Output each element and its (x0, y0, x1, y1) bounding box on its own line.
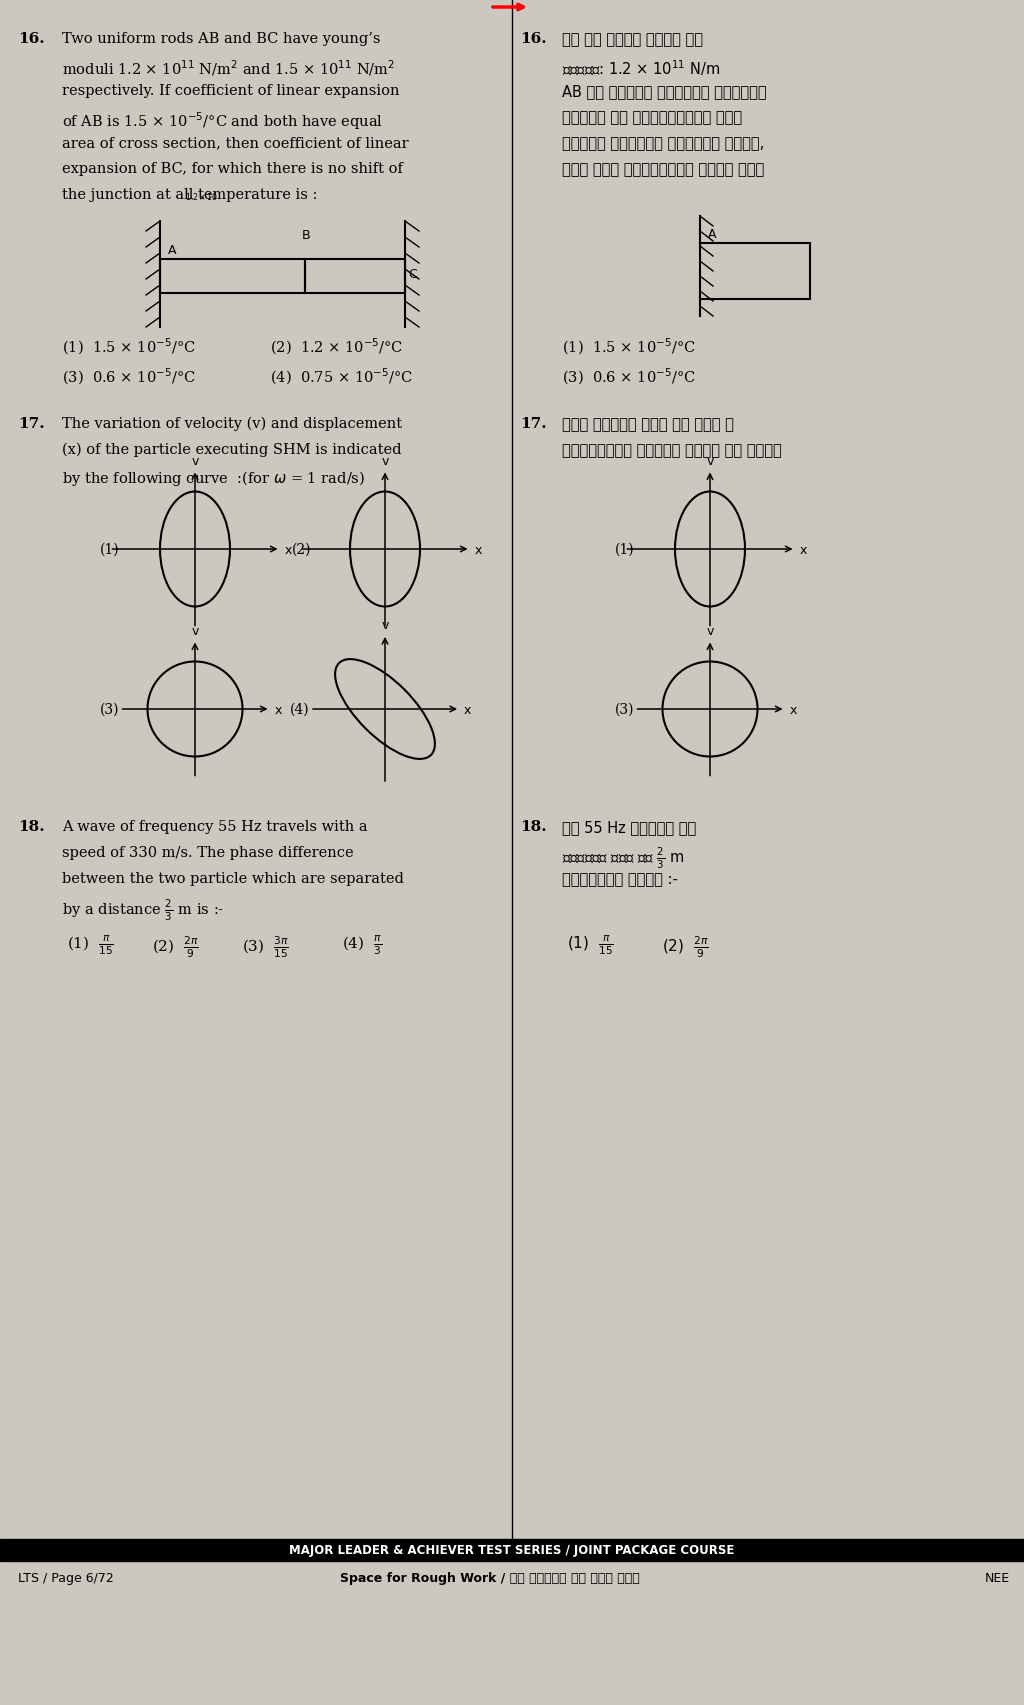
Text: 16.: 16. (520, 32, 547, 46)
Text: B: B (302, 228, 310, 242)
Text: 18.: 18. (520, 820, 547, 834)
Text: x: x (274, 702, 282, 716)
Text: respectively. If coefficient of linear expansion: respectively. If coefficient of linear e… (62, 84, 399, 97)
Text: (1)  $\frac{\pi}{15}$: (1) $\frac{\pi}{15}$ (67, 933, 114, 957)
Text: गतिशील है। तब $\frac{2}{3}$ m: गतिशील है। तब $\frac{2}{3}$ m (562, 846, 685, 871)
Text: v: v (381, 619, 389, 631)
Text: between the two particle which are separated: between the two particle which are separ… (62, 871, 403, 885)
Text: (3)  0.6 × 10$^{-5}$/°C: (3) 0.6 × 10$^{-5}$/°C (62, 367, 196, 387)
Text: 18.: 18. (18, 820, 45, 834)
Text: v: v (707, 454, 714, 467)
Text: expansion of BC, for which there is no shift of: expansion of BC, for which there is no s… (62, 162, 402, 176)
Text: छड़ों का अनुप्रस्थ काट: छड़ों का अनुप्रस्थ काट (562, 109, 742, 124)
Text: the junction at all temperature is :: the junction at all temperature is : (62, 188, 317, 201)
Text: (3)  $\frac{3\pi}{15}$: (3) $\frac{3\pi}{15}$ (242, 933, 289, 958)
Text: (3): (3) (615, 702, 635, 716)
Text: (4)  0.75 × 10$^{-5}$/°C: (4) 0.75 × 10$^{-5}$/°C (270, 367, 413, 387)
Text: 16.: 16. (18, 32, 45, 46)
Text: 17.: 17. (18, 416, 45, 431)
Text: (1)  1.5 × 10$^{-5}$/°C: (1) 1.5 × 10$^{-5}$/°C (562, 338, 695, 356)
Text: (1)  $\frac{\pi}{15}$: (1) $\frac{\pi}{15}$ (567, 933, 613, 957)
Text: (2)  1.2 × 10$^{-5}$/°C: (2) 1.2 × 10$^{-5}$/°C (270, 338, 403, 356)
Text: MAJOR LEADER & ACHIEVER TEST SERIES / JOINT PACKAGE COURSE: MAJOR LEADER & ACHIEVER TEST SERIES / JO… (290, 1543, 734, 1557)
Text: v: v (191, 454, 199, 467)
Text: (1): (1) (100, 542, 120, 556)
Text: (4)  $\frac{\pi}{3}$: (4) $\frac{\pi}{3}$ (342, 933, 382, 957)
Text: एक 55 Hz आवृति की: एक 55 Hz आवृति की (562, 820, 696, 834)
Text: v: v (191, 624, 199, 638)
Text: (2)  $\frac{2\pi}{9}$: (2) $\frac{2\pi}{9}$ (152, 933, 199, 958)
Text: x: x (464, 702, 471, 716)
Bar (0, 1540, 1024, 1562)
Text: रेखीय प्रसार गुणांक होगा,: रेखीय प्रसार गुणांक होगा, (562, 136, 764, 152)
Text: (4): (4) (290, 702, 309, 716)
Text: speed of 330 m/s. The phase difference: speed of 330 m/s. The phase difference (62, 846, 353, 859)
Text: परिवर्तन निम्न वक्र से दिखा: परिवर्तन निम्न वक्र से दिखा (562, 443, 781, 457)
Text: A wave of frequency 55 Hz travels with a: A wave of frequency 55 Hz travels with a (62, 820, 368, 834)
Text: दो एक समान धातु का: दो एक समान धातु का (562, 32, 703, 48)
Text: (2)  $\frac{2\pi}{9}$: (2) $\frac{2\pi}{9}$ (662, 933, 709, 958)
Text: v: v (707, 624, 714, 638)
Text: x: x (285, 544, 292, 556)
Text: moduli 1.2 × 10$^{11}$ N/m$^2$ and 1.5 × 10$^{11}$ N/m$^2$: moduli 1.2 × 10$^{11}$ N/m$^2$ and 1.5 ×… (62, 58, 395, 78)
Text: कलान्तर होगा :-: कलान्तर होगा :- (562, 871, 678, 887)
Text: NEE: NEE (985, 1570, 1010, 1584)
Text: of AB is 1.5 × 10$^{-5}$/°C and both have equal: of AB is 1.5 × 10$^{-5}$/°C and both hav… (62, 109, 383, 131)
Text: में कोई विस्थापन नहीं होत: में कोई विस्थापन नहीं होत (562, 162, 764, 177)
Text: x: x (474, 544, 482, 556)
Text: (1): (1) (615, 542, 635, 556)
Text: सरल आवर्त गति कर रहे व: सरल आवर्त गति कर रहे व (562, 416, 734, 431)
Text: A: A (708, 228, 717, 240)
Bar (305, 259, 406, 293)
Text: $_{1.2\times10}$: $_{1.2\times10}$ (185, 191, 218, 205)
Text: (3): (3) (100, 702, 120, 716)
Text: x: x (790, 702, 797, 716)
Text: (2): (2) (292, 542, 311, 556)
Text: x: x (800, 544, 807, 556)
Text: Two uniform rods AB and BC have young’s: Two uniform rods AB and BC have young’s (62, 32, 381, 46)
Text: LTS / Page 6/72: LTS / Page 6/72 (18, 1570, 114, 1584)
Text: (1)  1.5 × 10$^{-5}$/°C: (1) 1.5 × 10$^{-5}$/°C (62, 338, 196, 356)
Text: C: C (408, 268, 417, 281)
Text: (x) of the particle executing SHM is indicated: (x) of the particle executing SHM is ind… (62, 443, 401, 457)
Text: The variation of velocity (v) and displacement: The variation of velocity (v) and displa… (62, 416, 402, 431)
Text: 17.: 17. (520, 416, 547, 431)
Text: Space for Rough Work / रफ कार्य के लिए जगह: Space for Rough Work / रफ कार्य के लिए ज… (340, 1570, 640, 1584)
Text: v: v (381, 454, 389, 467)
Text: AB का रेखीय प्रसार गुणांक: AB का रेखीय प्रसार गुणांक (562, 84, 767, 99)
Text: by a distance $\frac{2}{3}$ m is :-: by a distance $\frac{2}{3}$ m is :- (62, 897, 224, 922)
Text: A: A (168, 244, 176, 257)
Bar (160, 259, 305, 293)
Text: (3)  0.6 × 10$^{-5}$/°C: (3) 0.6 × 10$^{-5}$/°C (562, 367, 695, 387)
Text: area of cross section, then coefficient of linear: area of cross section, then coefficient … (62, 136, 409, 150)
Text: क्रमश: 1.2 × 10$^{11}$ N/m: क्रमश: 1.2 × 10$^{11}$ N/m (562, 58, 720, 78)
Text: by the following curve  :(for $\omega$ = 1 rad/s): by the following curve :(for $\omega$ = … (62, 469, 366, 488)
